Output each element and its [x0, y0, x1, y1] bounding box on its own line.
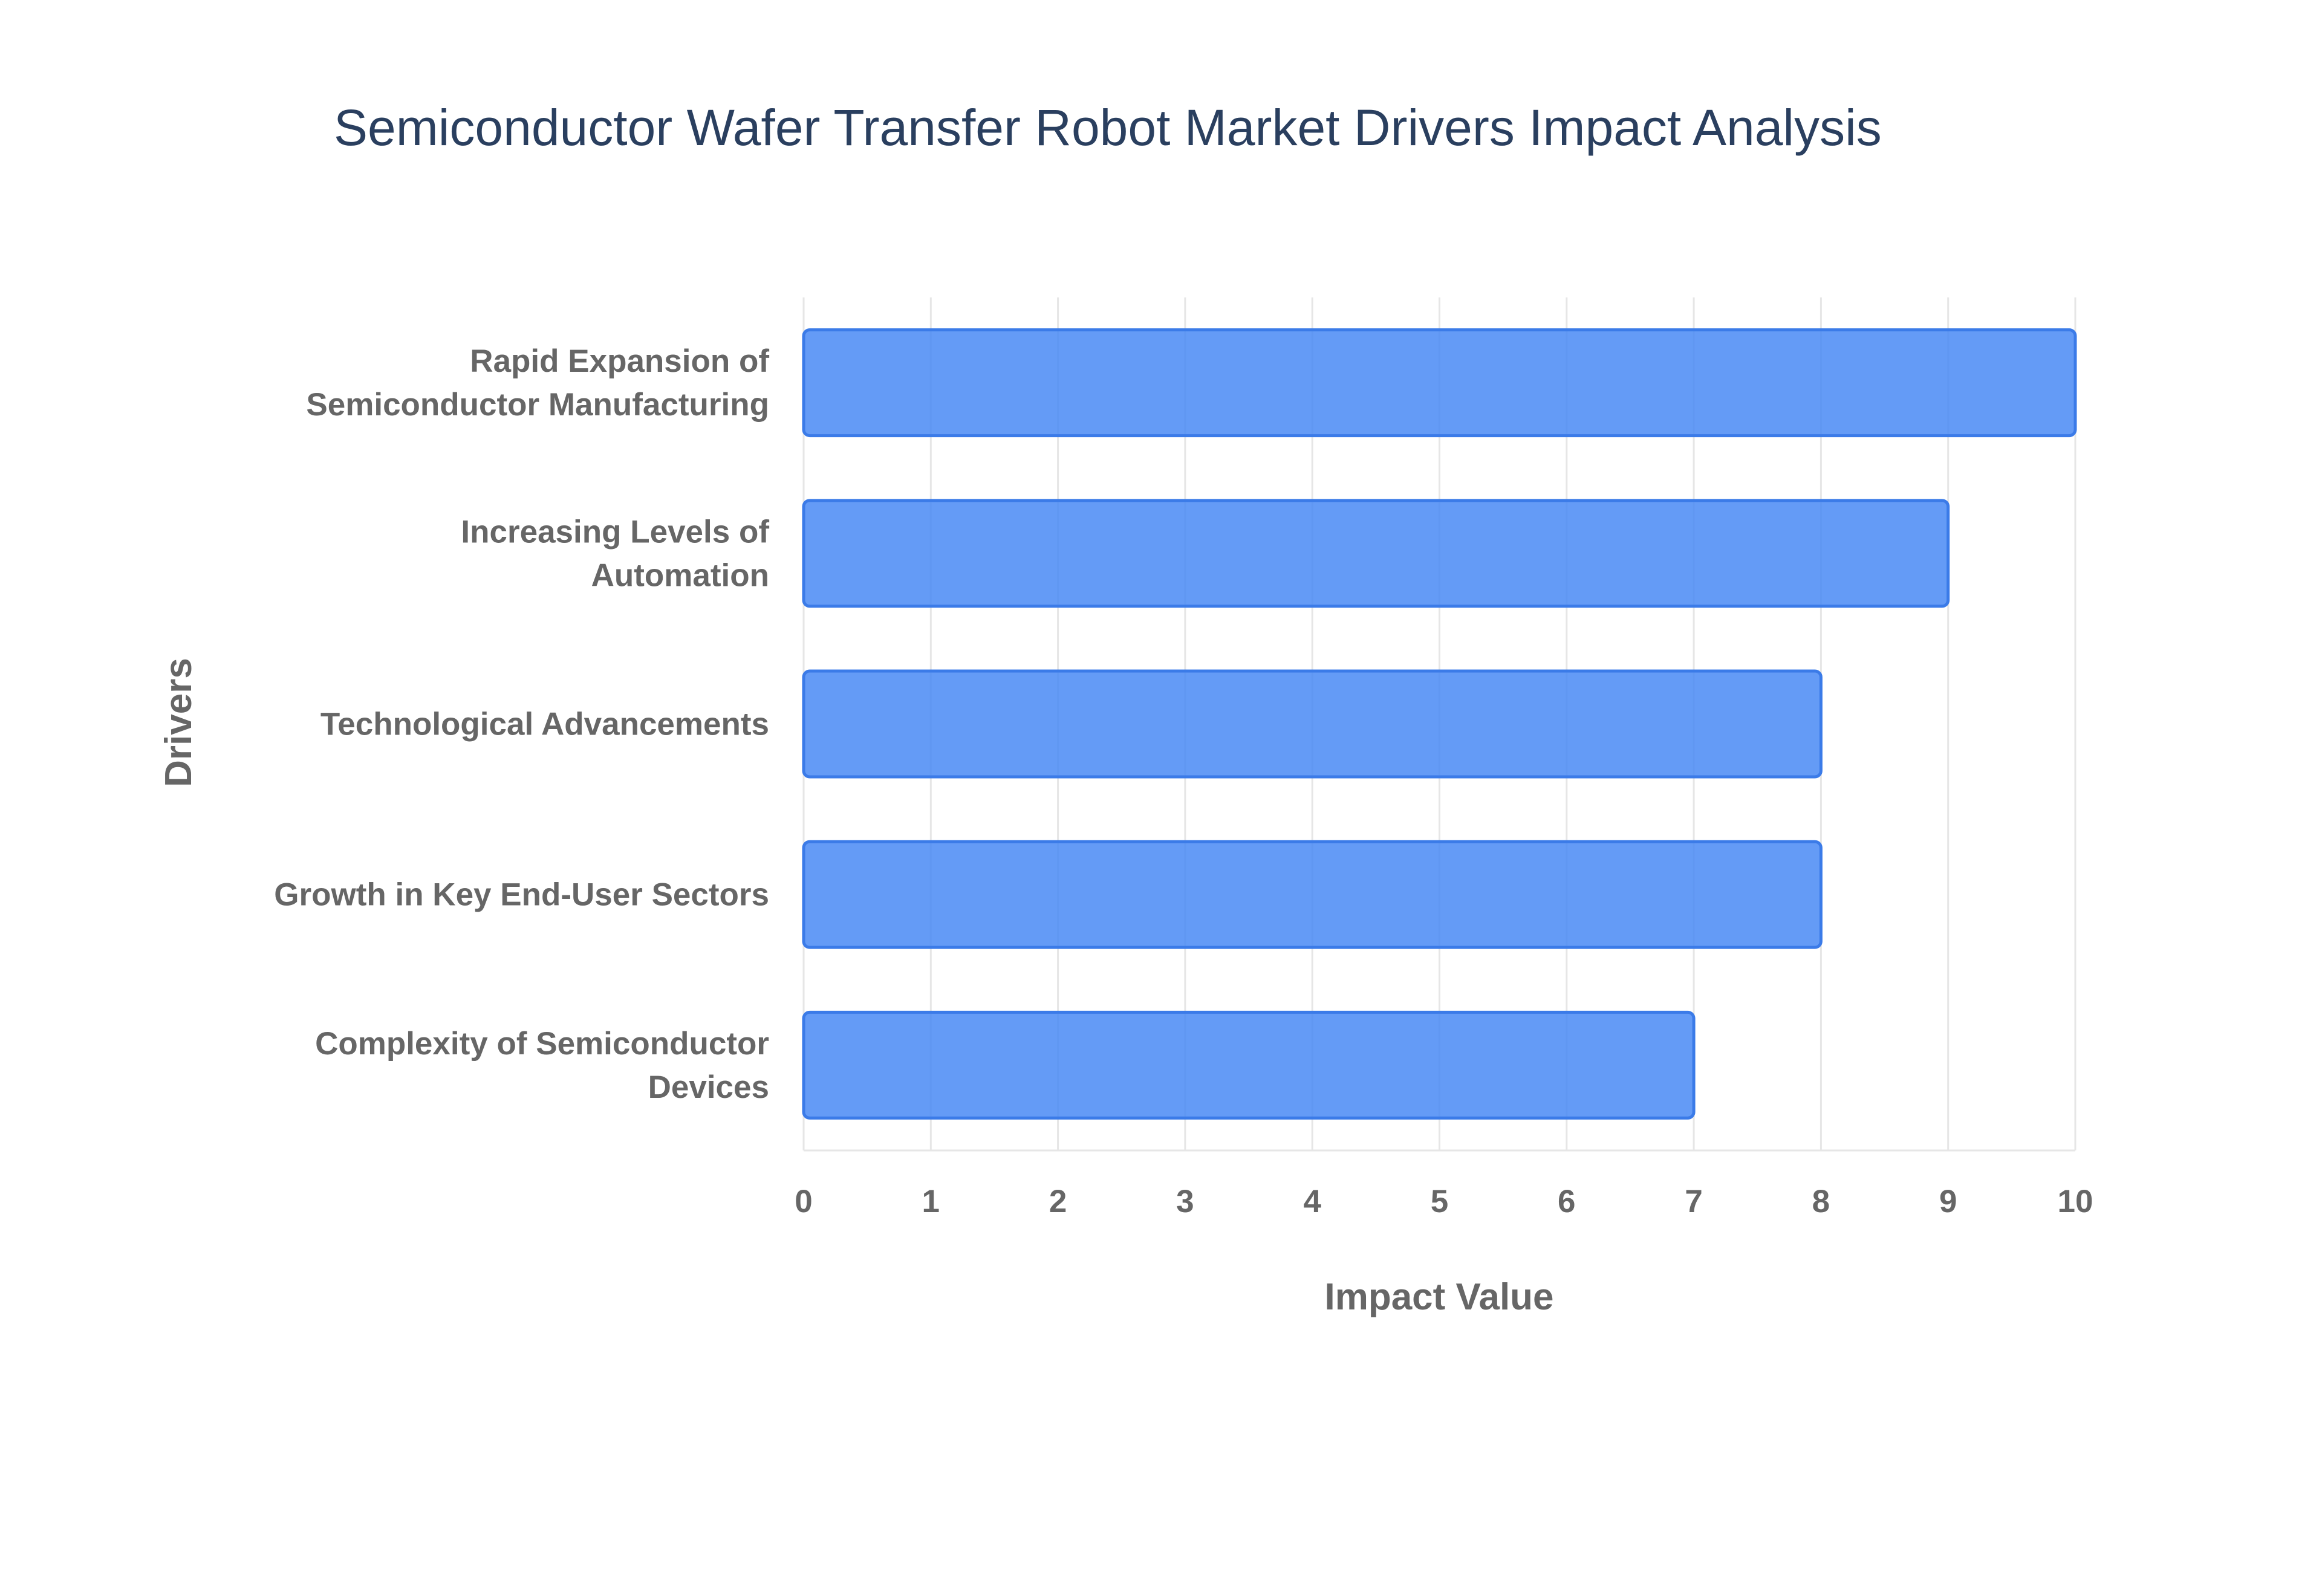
chart-title: Semiconductor Wafer Transfer Robot Marke… — [334, 99, 1882, 156]
x-tick-label: 3 — [1176, 1184, 1194, 1219]
y-axis-tick-labels: Rapid Expansion of Semiconductor Manufact… — [274, 343, 769, 1105]
y-tick-label: Complexity of Semiconductor — [315, 1026, 769, 1062]
x-tick-label: 7 — [1685, 1184, 1702, 1219]
y-axis-title: Drivers — [158, 658, 200, 787]
y-tick-label: Automation — [591, 557, 769, 593]
x-tick-label: 1 — [922, 1184, 940, 1219]
y-tick-label: Semiconductor Manufacturing — [306, 387, 769, 423]
bars — [802, 328, 2077, 1120]
x-axis-title: Impact Value — [1324, 1276, 1553, 1318]
x-tick-label: 2 — [1049, 1184, 1067, 1219]
x-tick-label: 6 — [1558, 1184, 1575, 1219]
x-tick-label: 9 — [1939, 1184, 1957, 1219]
y-tick-label: Technological Advancements — [320, 707, 769, 742]
x-tick-label: 5 — [1431, 1184, 1448, 1219]
y-tick-label: Rapid Expansion of — [470, 343, 769, 379]
bar — [802, 840, 1823, 949]
bar — [802, 499, 1950, 608]
x-tick-label: 8 — [1812, 1184, 1830, 1219]
bar — [802, 1010, 1696, 1120]
x-tick-label: 4 — [1303, 1184, 1321, 1219]
x-tick-label: 0 — [795, 1184, 812, 1219]
bar — [802, 328, 2077, 438]
x-tick-label: 10 — [2058, 1184, 2093, 1219]
y-tick-label: Increasing Levels of — [461, 514, 769, 550]
x-axis-tick-labels: 0 1 2 3 4 5 6 7 8 9 10 — [795, 1184, 2093, 1219]
bar — [802, 669, 1823, 779]
y-tick-label: Growth in Key End-User Sectors — [274, 877, 769, 913]
y-tick-label: Devices — [648, 1069, 769, 1105]
